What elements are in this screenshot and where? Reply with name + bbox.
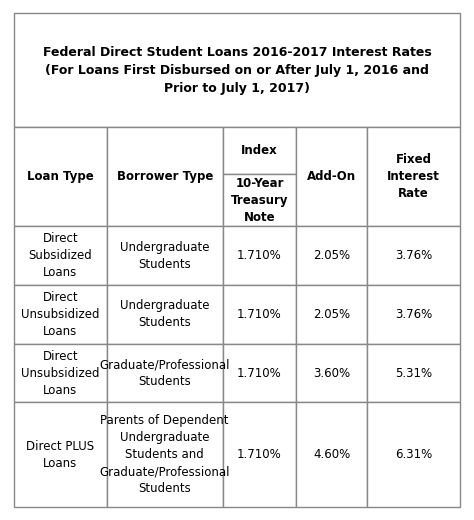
Text: 4.60%: 4.60% xyxy=(313,448,350,461)
Bar xyxy=(14,127,107,226)
Text: 1.710%: 1.710% xyxy=(237,367,282,380)
Bar xyxy=(367,285,460,344)
Bar xyxy=(14,285,107,344)
Text: 2.05%: 2.05% xyxy=(313,308,350,321)
Text: Direct
Subsidized
Loans: Direct Subsidized Loans xyxy=(28,232,92,279)
Bar xyxy=(367,402,460,507)
Bar xyxy=(296,285,367,344)
Text: Undergraduate
Students: Undergraduate Students xyxy=(120,241,210,270)
Text: Graduate/Professional
Students: Graduate/Professional Students xyxy=(100,358,230,388)
Bar xyxy=(107,402,223,507)
Text: 6.31%: 6.31% xyxy=(395,448,432,461)
Text: 3.60%: 3.60% xyxy=(313,367,350,380)
Bar xyxy=(223,285,296,344)
Text: Federal Direct Student Loans 2016-2017 Interest Rates
(For Loans First Disbursed: Federal Direct Student Loans 2016-2017 I… xyxy=(43,46,431,95)
Bar xyxy=(296,402,367,507)
Bar xyxy=(14,402,107,507)
Bar xyxy=(367,127,460,226)
Bar xyxy=(223,226,296,285)
Text: 3.76%: 3.76% xyxy=(395,249,432,262)
Text: 1.710%: 1.710% xyxy=(237,448,282,461)
Text: Parents of Dependent
Undergraduate
Students and
Graduate/Professional
Students: Parents of Dependent Undergraduate Stude… xyxy=(100,414,230,495)
Bar xyxy=(296,127,367,226)
Bar xyxy=(296,226,367,285)
Text: 2.05%: 2.05% xyxy=(313,249,350,262)
Text: 10-Year
Treasury
Note: 10-Year Treasury Note xyxy=(231,177,288,224)
Text: Index: Index xyxy=(241,144,278,157)
Text: Loan Type: Loan Type xyxy=(27,171,94,184)
Bar xyxy=(107,226,223,285)
Bar xyxy=(223,402,296,507)
Bar xyxy=(367,226,460,285)
Bar xyxy=(107,344,223,402)
Bar xyxy=(107,285,223,344)
Bar xyxy=(14,344,107,402)
Bar xyxy=(367,344,460,402)
Text: 3.76%: 3.76% xyxy=(395,308,432,321)
Bar xyxy=(14,226,107,285)
Bar xyxy=(107,127,223,226)
Bar xyxy=(14,13,460,127)
Bar xyxy=(223,344,296,402)
Text: 1.710%: 1.710% xyxy=(237,308,282,321)
Text: 5.31%: 5.31% xyxy=(395,367,432,380)
Text: 1.710%: 1.710% xyxy=(237,249,282,262)
Text: Fixed
Interest
Rate: Fixed Interest Rate xyxy=(387,153,440,200)
Bar xyxy=(296,344,367,402)
Text: Undergraduate
Students: Undergraduate Students xyxy=(120,300,210,329)
Text: Direct
Unsubsidized
Loans: Direct Unsubsidized Loans xyxy=(21,291,100,338)
Bar xyxy=(223,127,296,174)
Text: Borrower Type: Borrower Type xyxy=(117,171,213,184)
Text: Direct PLUS
Loans: Direct PLUS Loans xyxy=(27,440,94,470)
Text: Add-On: Add-On xyxy=(307,171,356,184)
Text: Direct
Unsubsidized
Loans: Direct Unsubsidized Loans xyxy=(21,349,100,397)
Bar xyxy=(223,174,296,226)
